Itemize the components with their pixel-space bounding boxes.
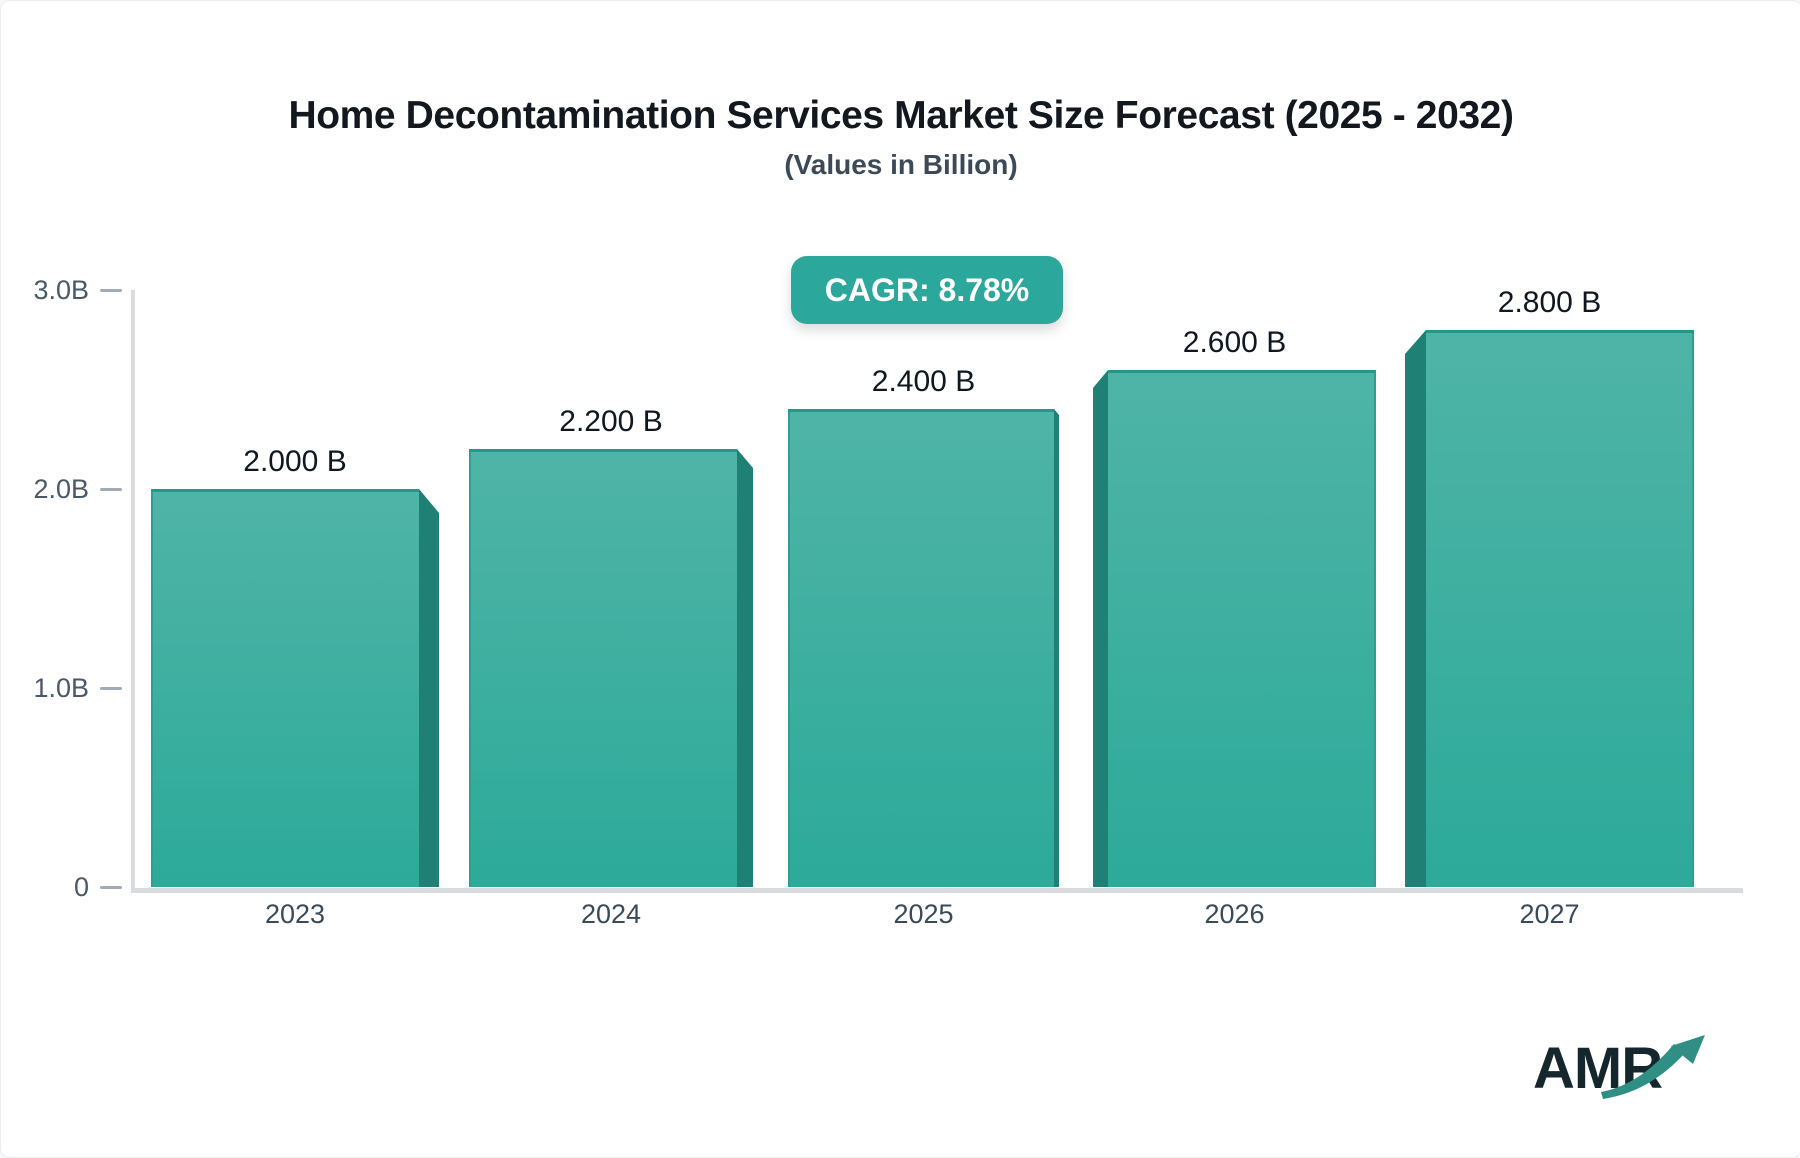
bar-value-label: 2.200 B xyxy=(559,405,663,438)
cagr-badge: CAGR: 8.78% xyxy=(791,256,1063,324)
y-axis-tick-label: 3.0B xyxy=(33,275,89,305)
bar-side-shadow xyxy=(419,489,439,887)
chart-title: Home Decontamination Services Market Siz… xyxy=(288,94,1514,137)
bar-face xyxy=(1426,330,1694,887)
trending-up-arrow-icon xyxy=(1599,1031,1719,1114)
bar-side-shadow xyxy=(1054,409,1059,887)
bar-face xyxy=(788,409,1054,887)
x-axis-category-label: 2025 xyxy=(893,899,954,929)
bar-face xyxy=(469,449,737,887)
y-axis-tick-mark xyxy=(100,488,122,491)
y-axis-line xyxy=(131,290,135,888)
amr-logo-text: AMR xyxy=(1533,1036,1663,1101)
x-axis-category-label: 2023 xyxy=(264,899,326,929)
bar-value-label: 2.400 B xyxy=(871,365,976,398)
bar-side-shadow xyxy=(1093,370,1108,887)
y-axis-tick-mark xyxy=(100,687,122,690)
x-axis-category-label: 2027 xyxy=(1519,899,1580,929)
bar-value-label: 2.000 B xyxy=(243,445,347,478)
x-axis-baseline xyxy=(131,888,1743,893)
y-axis-tick-mark xyxy=(100,289,122,292)
bar-face xyxy=(1108,370,1376,887)
bar-side-shadow xyxy=(737,449,753,887)
bar-value-label: 2.800 B xyxy=(1497,286,1602,319)
amr-logo: AMR xyxy=(1533,1031,1723,1111)
y-axis-tick-label: 2.0B xyxy=(33,474,89,504)
x-axis-category-label: 2026 xyxy=(1204,899,1265,929)
bar-value-label: 2.600 B xyxy=(1182,326,1287,359)
y-axis-tick-mark xyxy=(100,886,122,889)
chart-subtitle: (Values in Billion) xyxy=(784,149,1018,180)
y-axis-tick-label: 1.0B xyxy=(33,673,89,703)
bar-face xyxy=(151,489,419,887)
bar-side-shadow xyxy=(1405,330,1426,887)
x-axis-category-label: 2024 xyxy=(580,899,642,929)
cagr-badge-label: CAGR: 8.78% xyxy=(824,271,1030,308)
y-axis-tick-label: 0 xyxy=(73,872,89,902)
